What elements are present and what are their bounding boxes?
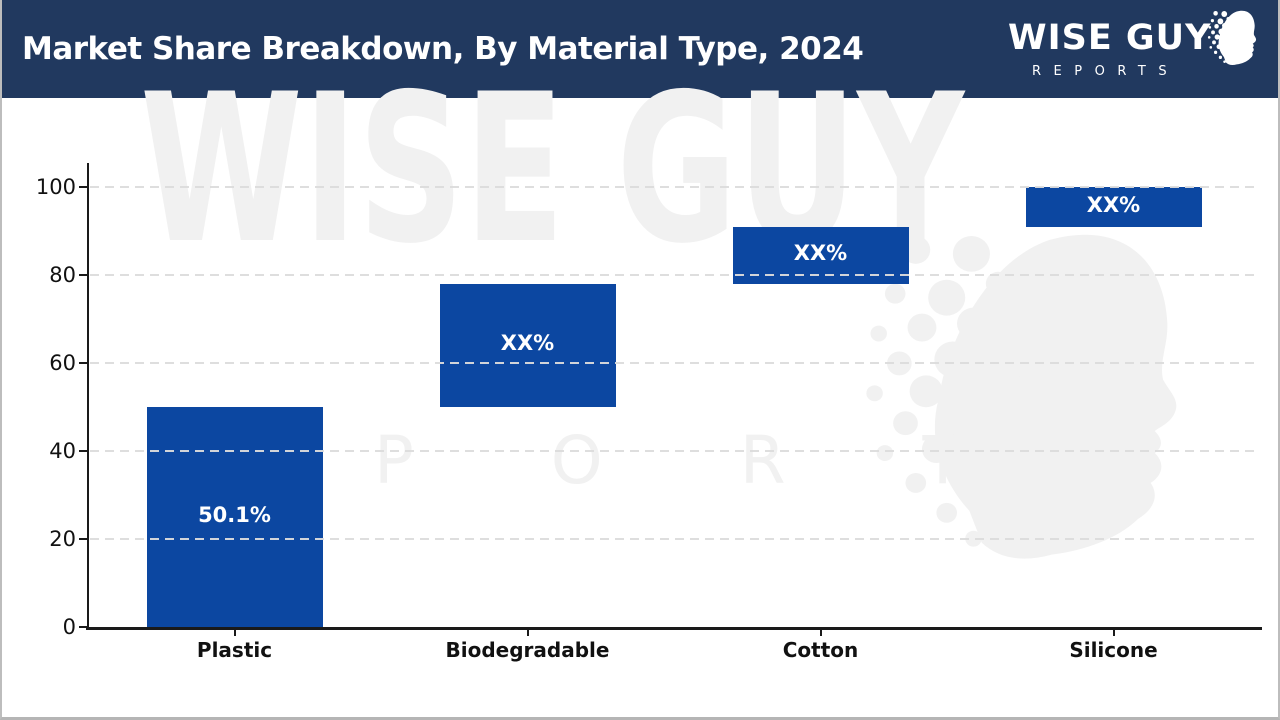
bar-value-label: XX% [1086, 192, 1141, 217]
bar-value-label: XX% [500, 331, 555, 356]
gridline-y20 [90, 538, 1260, 540]
bar-value-label: 50.1% [198, 502, 271, 527]
y-tick-label: 20 [49, 527, 76, 551]
gridline-y40 [90, 450, 1260, 452]
x-tick-label: Biodegradable [445, 638, 610, 662]
x-tick-mark [1112, 630, 1115, 636]
chart-title: Market Share Breakdown, By Material Type… [22, 31, 864, 67]
logo-reports-text: REPORTS [1032, 64, 1180, 79]
y-tick-mark [79, 274, 87, 276]
y-tick-label: 80 [49, 263, 76, 287]
header-bar: Market Share Breakdown, By Material Type… [2, 0, 1278, 98]
x-tick-label: Cotton [782, 638, 859, 662]
bar-value-label: XX% [793, 241, 848, 266]
gridline-y100 [90, 186, 1260, 188]
logo-wordmark: WISE GUY [1008, 18, 1212, 58]
y-tick-label: 40 [49, 439, 76, 463]
x-tick-mark [233, 630, 236, 636]
wiseguy-logo: WISE GUY REPORTS [1008, 6, 1270, 94]
x-tick-label: Silicone [1069, 638, 1158, 662]
y-tick-mark [79, 450, 87, 452]
y-axis-line [87, 163, 89, 629]
gridline-y80 [90, 274, 1260, 276]
y-tick-label: 60 [49, 351, 76, 375]
bar-plastic [146, 406, 323, 627]
y-tick-mark [79, 626, 87, 628]
wiseguy-head-icon [1207, 10, 1257, 65]
bar-silicone [1025, 187, 1202, 227]
bar-biodegradable [439, 283, 616, 407]
x-axis-line [86, 627, 1262, 630]
y-tick-label: 0 [62, 615, 76, 639]
x-tick-mark [526, 630, 529, 636]
x-tick-label: Plastic [196, 638, 273, 662]
x-tick-mark [819, 630, 822, 636]
gridline-y60 [90, 362, 1260, 364]
y-tick-mark [79, 186, 87, 188]
watermark-head-icon [866, 234, 1177, 559]
y-tick-label: 100 [35, 175, 76, 199]
y-tick-mark [79, 362, 87, 364]
y-tick-mark [79, 538, 87, 540]
